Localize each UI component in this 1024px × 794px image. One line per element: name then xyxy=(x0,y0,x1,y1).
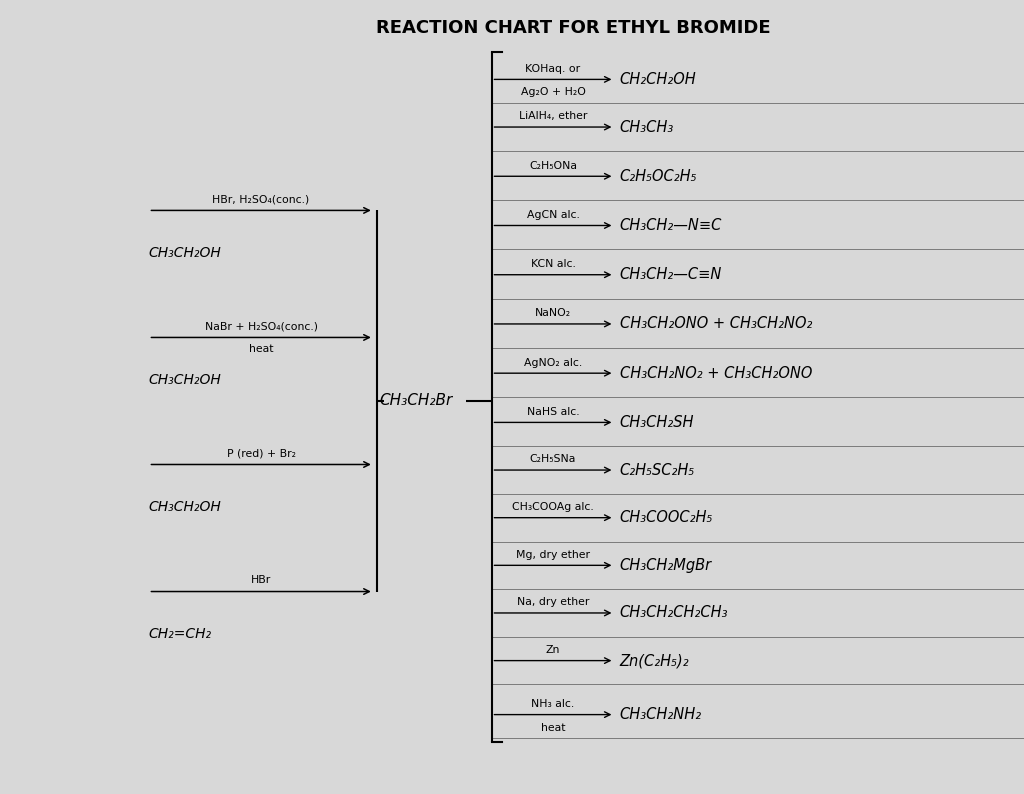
Text: CH₃CH₂MgBr: CH₃CH₂MgBr xyxy=(620,558,712,572)
Text: HBr, H₂SO₄(conc.): HBr, H₂SO₄(conc.) xyxy=(213,194,309,204)
Text: HBr: HBr xyxy=(251,575,271,585)
Text: NaBr + H₂SO₄(conc.): NaBr + H₂SO₄(conc.) xyxy=(205,321,317,331)
Text: LiAlH₄, ether: LiAlH₄, ether xyxy=(519,111,587,121)
Text: CH₃CH₂OH: CH₃CH₂OH xyxy=(148,500,221,515)
Text: CH₃CH₂OH: CH₃CH₂OH xyxy=(148,373,221,387)
Text: NH₃ alc.: NH₃ alc. xyxy=(531,699,574,709)
Text: heat: heat xyxy=(249,344,273,354)
Text: KOHaq. or: KOHaq. or xyxy=(525,64,581,74)
Text: CH₃COOAg alc.: CH₃COOAg alc. xyxy=(512,502,594,512)
Text: CH₃COOC₂H₅: CH₃COOC₂H₅ xyxy=(620,511,713,525)
Text: C₂H₅SC₂H₅: C₂H₅SC₂H₅ xyxy=(620,463,694,477)
Text: AgCN alc.: AgCN alc. xyxy=(526,210,580,220)
Text: CH₃CH₂NO₂ + CH₃CH₂ONO: CH₃CH₂NO₂ + CH₃CH₂ONO xyxy=(620,366,812,380)
Text: C₂H₅SNa: C₂H₅SNa xyxy=(529,454,577,464)
Text: CH₃CH₂ONO + CH₃CH₂NO₂: CH₃CH₂ONO + CH₃CH₂NO₂ xyxy=(620,317,812,331)
Text: P (red) + Br₂: P (red) + Br₂ xyxy=(226,448,296,458)
Text: Na, dry ether: Na, dry ether xyxy=(517,597,589,607)
Text: CH₂CH₂OH: CH₂CH₂OH xyxy=(620,72,696,87)
Text: Zn(C₂H₅)₂: Zn(C₂H₅)₂ xyxy=(620,653,689,668)
Text: CH₃CH₂OH: CH₃CH₂OH xyxy=(148,246,221,260)
Text: C₂H₅OC₂H₅: C₂H₅OC₂H₅ xyxy=(620,169,697,183)
Text: NaNO₂: NaNO₂ xyxy=(535,308,571,318)
Text: REACTION CHART FOR ETHYL BROMIDE: REACTION CHART FOR ETHYL BROMIDE xyxy=(376,19,771,37)
Text: CH₃CH₂CH₂CH₃: CH₃CH₂CH₂CH₃ xyxy=(620,606,728,620)
Text: CH₃CH₂—N≡C: CH₃CH₂—N≡C xyxy=(620,218,722,233)
Text: CH₂=CH₂: CH₂=CH₂ xyxy=(148,627,212,642)
Text: CH₃CH₂NH₂: CH₃CH₂NH₂ xyxy=(620,707,701,722)
Text: Ag₂O + H₂O: Ag₂O + H₂O xyxy=(520,87,586,98)
Text: NaHS alc.: NaHS alc. xyxy=(526,407,580,417)
Text: CH₃CH₂Br: CH₃CH₂Br xyxy=(379,394,453,408)
Text: AgNO₂ alc.: AgNO₂ alc. xyxy=(524,357,582,368)
Text: KCN alc.: KCN alc. xyxy=(530,259,575,269)
Text: CH₃CH₃: CH₃CH₃ xyxy=(620,120,674,134)
Text: C₂H₅ONa: C₂H₅ONa xyxy=(529,160,577,171)
Text: CH₃CH₂—C≡N: CH₃CH₂—C≡N xyxy=(620,268,722,282)
Text: Zn: Zn xyxy=(546,645,560,655)
Text: heat: heat xyxy=(541,723,565,733)
Text: Mg, dry ether: Mg, dry ether xyxy=(516,549,590,560)
Text: CH₃CH₂SH: CH₃CH₂SH xyxy=(620,415,694,430)
